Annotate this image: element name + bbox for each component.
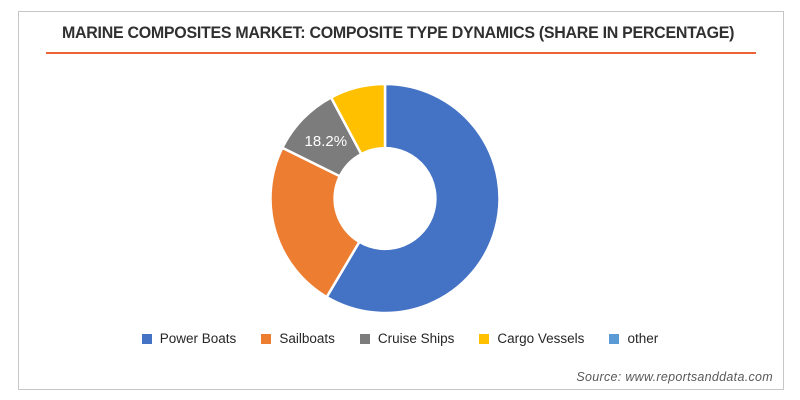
- legend-label: other: [627, 331, 659, 346]
- legend-swatch-icon: [261, 333, 272, 344]
- legend-label: Cargo Vessels: [497, 331, 585, 346]
- legend-label: Sailboats: [279, 331, 335, 346]
- legend-item-power-boats: Power Boats: [141, 331, 237, 346]
- legend-swatch-icon: [479, 333, 490, 344]
- legend-item-cruise-ships: Cruise Ships: [359, 331, 455, 346]
- source-text: Source: www.reportsanddata.com: [576, 370, 773, 384]
- donut-slice-cargo-vessels: [329, 82, 387, 156]
- legend-label: Cruise Ships: [377, 331, 455, 346]
- title-underline: [46, 52, 756, 54]
- legend-swatch-icon: [359, 333, 370, 344]
- donut-slice-sailboats: [269, 146, 362, 299]
- legend-item-sailboats: Sailboats: [261, 331, 335, 346]
- chart-title: MARINE COMPOSITES MARKET: COMPOSITE TYPE…: [62, 23, 735, 42]
- legend-swatch-icon: [609, 333, 620, 344]
- chart-frame-border: [18, 11, 784, 390]
- legend-label: Power Boats: [159, 331, 237, 346]
- legend-item-other: other: [609, 331, 658, 346]
- legend-swatch-icon: [141, 333, 152, 344]
- legend-item-cargo-vessels: Cargo Vessels: [479, 331, 584, 346]
- donut-slice-power-boats: [324, 82, 501, 315]
- slice-data-label: 18.2%: [305, 133, 348, 150]
- chart-legend: Power Boats Sailboats Cruise Ships Cargo Ve…: [0, 331, 800, 346]
